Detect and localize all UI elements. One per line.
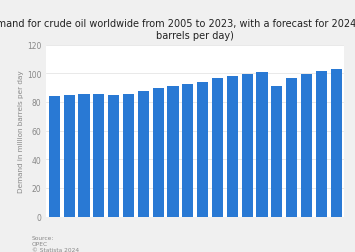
Bar xyxy=(331,70,342,217)
Bar xyxy=(286,79,297,217)
Bar xyxy=(64,95,75,217)
Bar xyxy=(212,79,223,217)
Y-axis label: Demand in million barrels per day: Demand in million barrels per day xyxy=(18,70,24,192)
Bar xyxy=(168,86,179,217)
Bar xyxy=(108,96,119,217)
Bar xyxy=(301,75,312,217)
Bar xyxy=(242,75,253,217)
Bar xyxy=(316,71,327,217)
Bar xyxy=(123,94,134,217)
Bar xyxy=(153,88,164,217)
Bar xyxy=(93,94,104,217)
Bar xyxy=(182,85,193,217)
Bar xyxy=(227,77,238,217)
Bar xyxy=(197,82,208,217)
Bar xyxy=(78,94,89,217)
Bar xyxy=(49,97,60,217)
Bar xyxy=(256,73,268,217)
Bar xyxy=(138,92,149,217)
Bar xyxy=(271,87,283,217)
Text: Source:
OPEC
© Statista 2024: Source: OPEC © Statista 2024 xyxy=(32,235,79,252)
Title: Demand for crude oil worldwide from 2005 to 2023, with a forecast for 2024 (in m: Demand for crude oil worldwide from 2005… xyxy=(0,19,355,40)
